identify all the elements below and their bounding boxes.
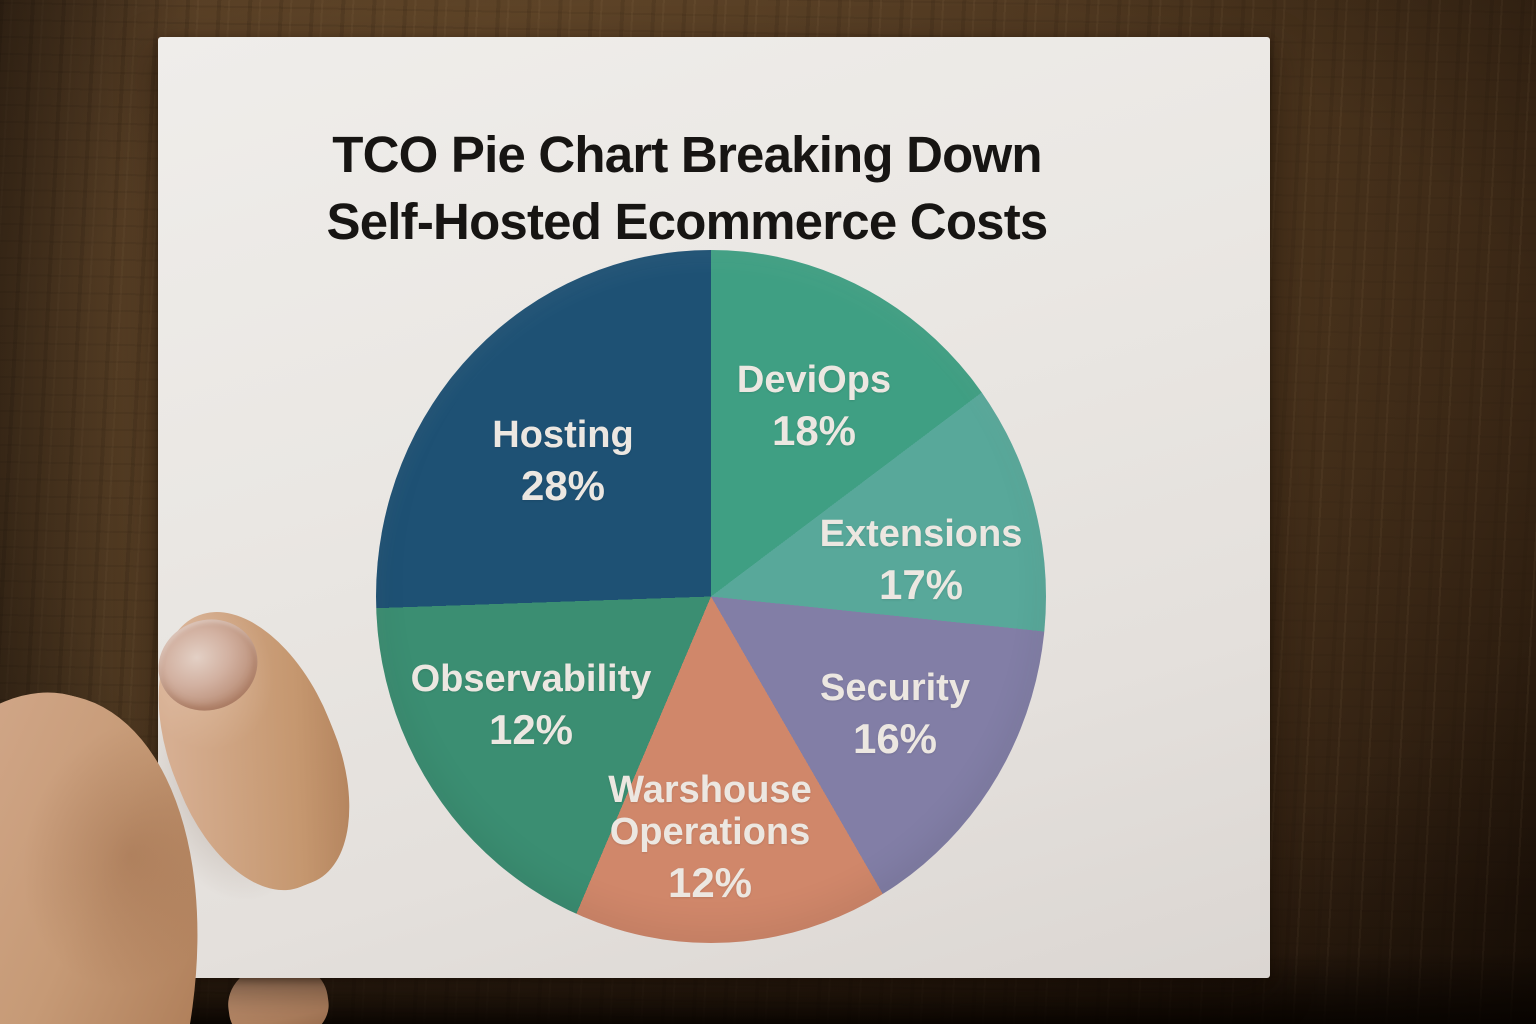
slice-percent: 18% <box>771 406 857 454</box>
slice-label-deviops: DeviOps 18% <box>736 359 892 454</box>
slice-label-hosting: Hosting 28% <box>492 414 634 509</box>
slice-percent: 16% <box>852 714 938 762</box>
chart-title-line2: Self-Hosted Ecommerce Costs <box>326 193 1049 251</box>
slice-label-extensions: Extensions 17% <box>819 513 1023 608</box>
slice-percent: 28% <box>520 461 606 509</box>
slice-label-warshouse-operations: Warshouse Operations 12% <box>570 769 850 906</box>
slice-name: Extensions <box>819 513 1023 556</box>
slice-percent: 12% <box>667 858 753 906</box>
slice-name: Warshouse Operations <box>608 769 812 853</box>
slice-label-security: Security 16% <box>820 667 970 762</box>
slice-name: Security <box>820 667 970 710</box>
slice-percent: 12% <box>488 705 574 753</box>
slice-name: Observability <box>410 658 652 701</box>
slice-name: DeviOps <box>736 359 892 402</box>
slice-label-observability: Observability 12% <box>410 658 652 753</box>
slice-name: Hosting <box>492 414 634 457</box>
slice-percent: 17% <box>878 560 964 608</box>
chart-title: TCO Pie Chart Breaking Down Self-Hosted … <box>131 121 1243 256</box>
chart-title-line1: TCO Pie Chart Breaking Down <box>332 126 1042 183</box>
